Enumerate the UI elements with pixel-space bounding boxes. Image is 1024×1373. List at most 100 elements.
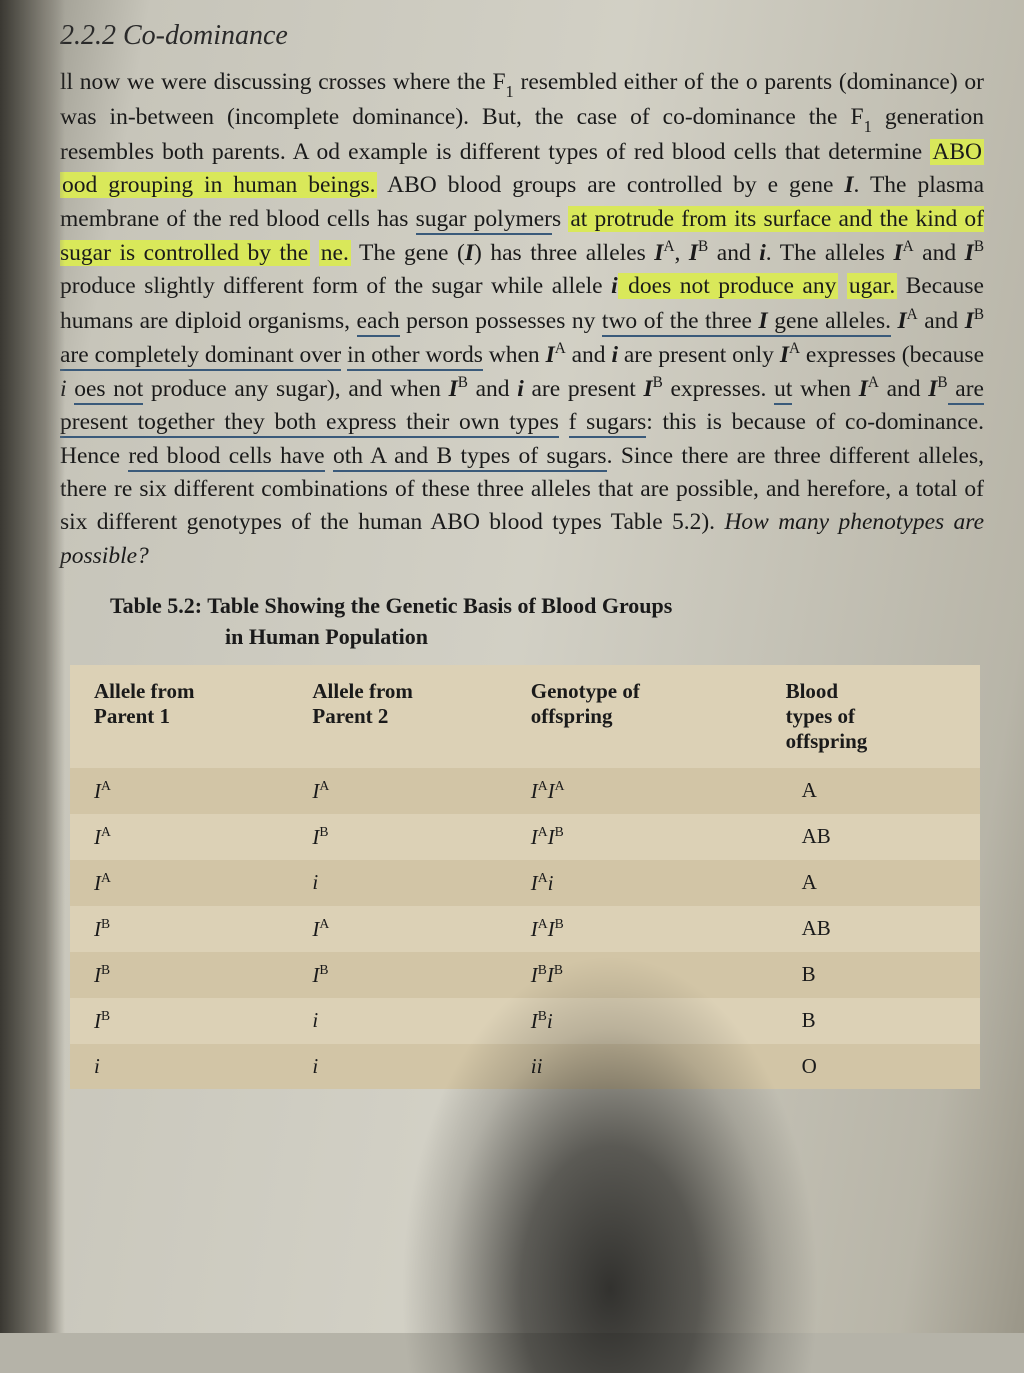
table-row: IAIBIAIBAB xyxy=(70,814,980,860)
text: and xyxy=(708,240,759,266)
text: produce any sugar), and when xyxy=(143,376,448,402)
sup: A xyxy=(868,374,879,391)
text: Table 5.2). xyxy=(611,509,725,535)
sup: B xyxy=(974,238,984,255)
section-number: 2.2.2 xyxy=(60,20,116,51)
table-row: iiiiO xyxy=(70,1044,980,1089)
text: gene alleles. xyxy=(768,308,891,334)
cell-parent1: IA xyxy=(70,860,288,906)
text: are present xyxy=(524,376,644,402)
text: when xyxy=(483,342,546,368)
section-title: Co-dominance xyxy=(123,20,288,51)
underline: in other words xyxy=(347,342,483,371)
cell-parent1: i xyxy=(70,1044,288,1089)
text: e gene xyxy=(768,172,845,198)
text: Genotype of xyxy=(531,679,640,703)
sup: B xyxy=(653,374,663,391)
cell-parent2: i xyxy=(288,860,506,906)
cell-parent2: IB xyxy=(288,952,506,998)
sup: B xyxy=(937,374,947,391)
allele: I xyxy=(689,240,698,266)
cell-bloodtype: B xyxy=(762,952,980,998)
highlight: ood grouping in human beings. xyxy=(60,172,377,198)
text: ny xyxy=(572,308,602,334)
text: Parent 2 xyxy=(312,704,388,728)
underline: oes not xyxy=(74,376,143,405)
cell-parent1: IA xyxy=(70,768,288,814)
caption-line1: Table 5.2: Table Showing the Genetic Bas… xyxy=(110,593,672,618)
cell-genotype: IAIB xyxy=(507,814,762,860)
text: the case of co-dominance the F xyxy=(535,104,864,130)
text: re six different combinations of these t… xyxy=(114,476,800,502)
col-header-bloodtype: Blood types of offspring xyxy=(762,665,980,768)
cell-genotype: IAi xyxy=(507,860,762,906)
cell-parent1: IA xyxy=(70,814,288,860)
table-row: IBIBIBIBB xyxy=(70,952,980,998)
cell-parent2: IA xyxy=(288,906,506,952)
text: Allele from xyxy=(312,679,413,703)
allele: i xyxy=(611,273,618,299)
binding-shadow xyxy=(0,0,65,1333)
allele: I xyxy=(780,342,789,368)
text: offspring xyxy=(786,729,868,753)
cell-parent1: IB xyxy=(70,952,288,998)
col-header-parent2: Allele from Parent 2 xyxy=(288,665,506,768)
gene-symbol: I xyxy=(844,172,853,198)
highlight: ABO xyxy=(930,139,984,165)
text: Parent 1 xyxy=(94,704,170,728)
cell-genotype: IAIA xyxy=(507,768,762,814)
underline: sugar polymer xyxy=(416,206,552,235)
text: Allele from xyxy=(94,679,195,703)
col-header-genotype: Genotype of offspring xyxy=(507,665,762,768)
table-row: IAiIAiA xyxy=(70,860,980,906)
cell-parent1: IB xyxy=(70,906,288,952)
text: s xyxy=(552,206,561,232)
cell-bloodtype: AB xyxy=(762,906,980,952)
underline: red blood cells have xyxy=(128,443,324,472)
text: . The alleles xyxy=(766,240,894,266)
cell-parent2: IA xyxy=(288,768,506,814)
allele: I xyxy=(965,308,974,334)
underline: two of the three I gene alleles. xyxy=(602,308,891,337)
text: , xyxy=(674,240,688,266)
blood-group-table: Allele from Parent 1 Allele from Parent … xyxy=(70,665,980,1089)
sup: A xyxy=(789,340,800,357)
underline: each xyxy=(357,308,400,337)
text: types of xyxy=(786,704,855,728)
cell-parent2: i xyxy=(288,998,506,1044)
highlight: ugar. xyxy=(847,273,897,299)
text: produce xyxy=(60,273,136,299)
cell-bloodtype: A xyxy=(762,768,980,814)
cell-parent2: i xyxy=(288,1044,506,1089)
text: ABO blood groups are controlled by xyxy=(377,172,756,198)
text: and xyxy=(468,376,517,402)
underline: f sugars xyxy=(569,409,647,438)
text: person possesses xyxy=(400,308,566,334)
text: and xyxy=(879,376,928,402)
text: and xyxy=(914,240,965,266)
text: The gene ( xyxy=(351,240,465,266)
allele: I xyxy=(965,240,974,266)
cell-bloodtype: B xyxy=(762,998,980,1044)
cell-parent1: IB xyxy=(70,998,288,1044)
gene-symbol: I xyxy=(465,240,474,266)
text: ll now we were discussing crosses where … xyxy=(60,69,506,95)
text: resembled either of the xyxy=(514,69,739,95)
col-header-parent1: Allele from Parent 1 xyxy=(70,665,288,768)
sup: B xyxy=(698,238,708,255)
text: two of the three xyxy=(602,308,759,334)
cell-genotype: ii xyxy=(507,1044,762,1089)
text: are present only xyxy=(618,342,780,368)
subscript: 1 xyxy=(864,117,872,136)
text: offspring xyxy=(531,704,613,728)
text: od example is different types of red blo… xyxy=(316,139,930,165)
allele: I xyxy=(893,240,902,266)
allele: I xyxy=(643,376,652,402)
sup: A xyxy=(555,340,566,357)
underline: ut xyxy=(774,376,792,405)
body-paragraph: ll now we were discussing crosses where … xyxy=(60,66,984,573)
table-caption: Table 5.2: Table Showing the Genetic Bas… xyxy=(110,591,984,653)
table-row: IBIAIAIBAB xyxy=(70,906,980,952)
textbook-page: 2.2.2 Co-dominance ll now we were discus… xyxy=(0,0,1024,1333)
underline: are completely dominant over xyxy=(60,342,341,371)
